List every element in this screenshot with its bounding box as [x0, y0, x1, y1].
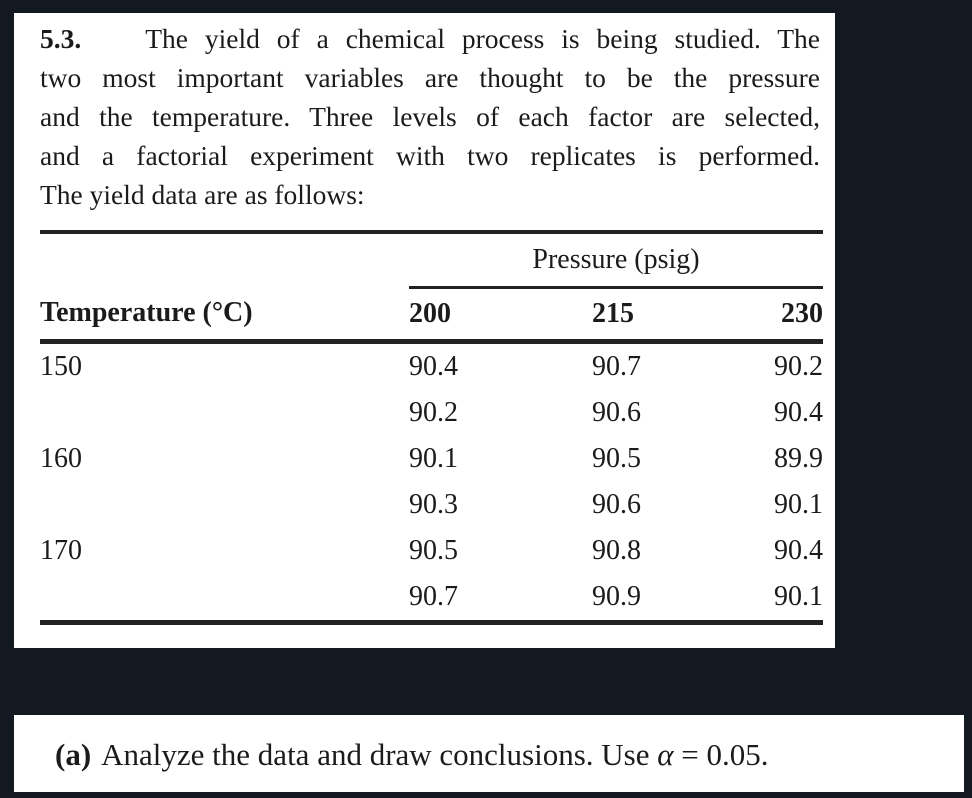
yield-cell: 90.8	[592, 535, 641, 566]
yield-cell: 90.1	[774, 489, 823, 520]
yield-cell: 90.2	[409, 397, 458, 428]
alpha-symbol: α	[657, 737, 674, 772]
pressure-group-header: Pressure (psig)	[409, 232, 823, 289]
part-a-panel: (a) Analyze the data and draw conclusions…	[14, 715, 964, 792]
temperature-cell: 170	[40, 535, 82, 566]
table-row: 90.2 90.6 90.4	[40, 390, 823, 436]
paragraph-line: and the temperature. Three levels of eac…	[40, 101, 820, 132]
yield-cell: 90.4	[774, 535, 823, 566]
yield-cell: 90.5	[592, 443, 641, 474]
yield-cell: 90.3	[409, 489, 458, 520]
yield-cell: 90.2	[774, 351, 823, 382]
yield-cell: 89.9	[774, 443, 823, 474]
yield-cell: 90.6	[592, 489, 641, 520]
yield-cell: 90.7	[592, 351, 641, 382]
problem-paragraph: 5.3. The yield of a chemical process is b…	[40, 19, 820, 214]
column-header-row: Temperature (°C) 200 215 230	[40, 287, 823, 344]
yield-cell: 90.9	[592, 581, 641, 612]
pressure-level-header-215: 215	[592, 287, 738, 344]
empty-corner-cell	[40, 232, 409, 288]
table-row: 160 90.1 90.5 89.9	[40, 436, 823, 482]
yield-cell: 90.1	[409, 443, 458, 474]
part-a-alpha-value: = 0.05.	[673, 737, 769, 772]
table-row: 90.7 90.9 90.1	[40, 574, 823, 623]
table-row: 170 90.5 90.8 90.4	[40, 528, 823, 574]
paragraph-line: two most important variables are thought…	[40, 62, 820, 93]
temperature-cell: 150	[40, 351, 82, 382]
problem-statement-panel: 5.3. The yield of a chemical process is b…	[14, 13, 835, 648]
pressure-level-header-200: 200	[409, 287, 592, 344]
temperature-cell	[40, 482, 409, 528]
temperature-cell: 160	[40, 443, 82, 474]
paragraph-line: and a factorial experiment with two repl…	[40, 140, 820, 171]
part-a-sentence: (a) Analyze the data and draw conclusions…	[55, 737, 964, 773]
yield-cell: 90.6	[592, 397, 641, 428]
temperature-cell	[40, 574, 409, 623]
part-a-label: (a)	[55, 737, 92, 772]
yield-data-table: Pressure (psig) Temperature (°C) 200 215…	[40, 230, 823, 625]
paragraph-line: The yield data are as follows:	[40, 179, 365, 210]
paragraph-line-text: The yield of a chemical process is being…	[145, 23, 820, 54]
pressure-group-row: Pressure (psig)	[40, 232, 823, 289]
yield-cell: 90.4	[409, 351, 458, 382]
problem-number: 5.3.	[40, 23, 82, 54]
pressure-level-header-230: 230	[738, 287, 823, 344]
table-row: 150 90.4 90.7 90.2	[40, 342, 823, 391]
yield-cell: 90.4	[774, 397, 823, 428]
temperature-column-header: Temperature (°C)	[40, 287, 409, 344]
temperature-cell	[40, 390, 409, 436]
yield-cell: 90.7	[409, 581, 458, 612]
paragraph-line: 5.3. The yield of a chemical process is b…	[40, 19, 820, 58]
part-a-text: Analyze the data and draw conclusions. U…	[101, 737, 658, 772]
yield-cell: 90.5	[409, 535, 458, 566]
yield-cell: 90.1	[774, 581, 823, 612]
table-row: 90.3 90.6 90.1	[40, 482, 823, 528]
